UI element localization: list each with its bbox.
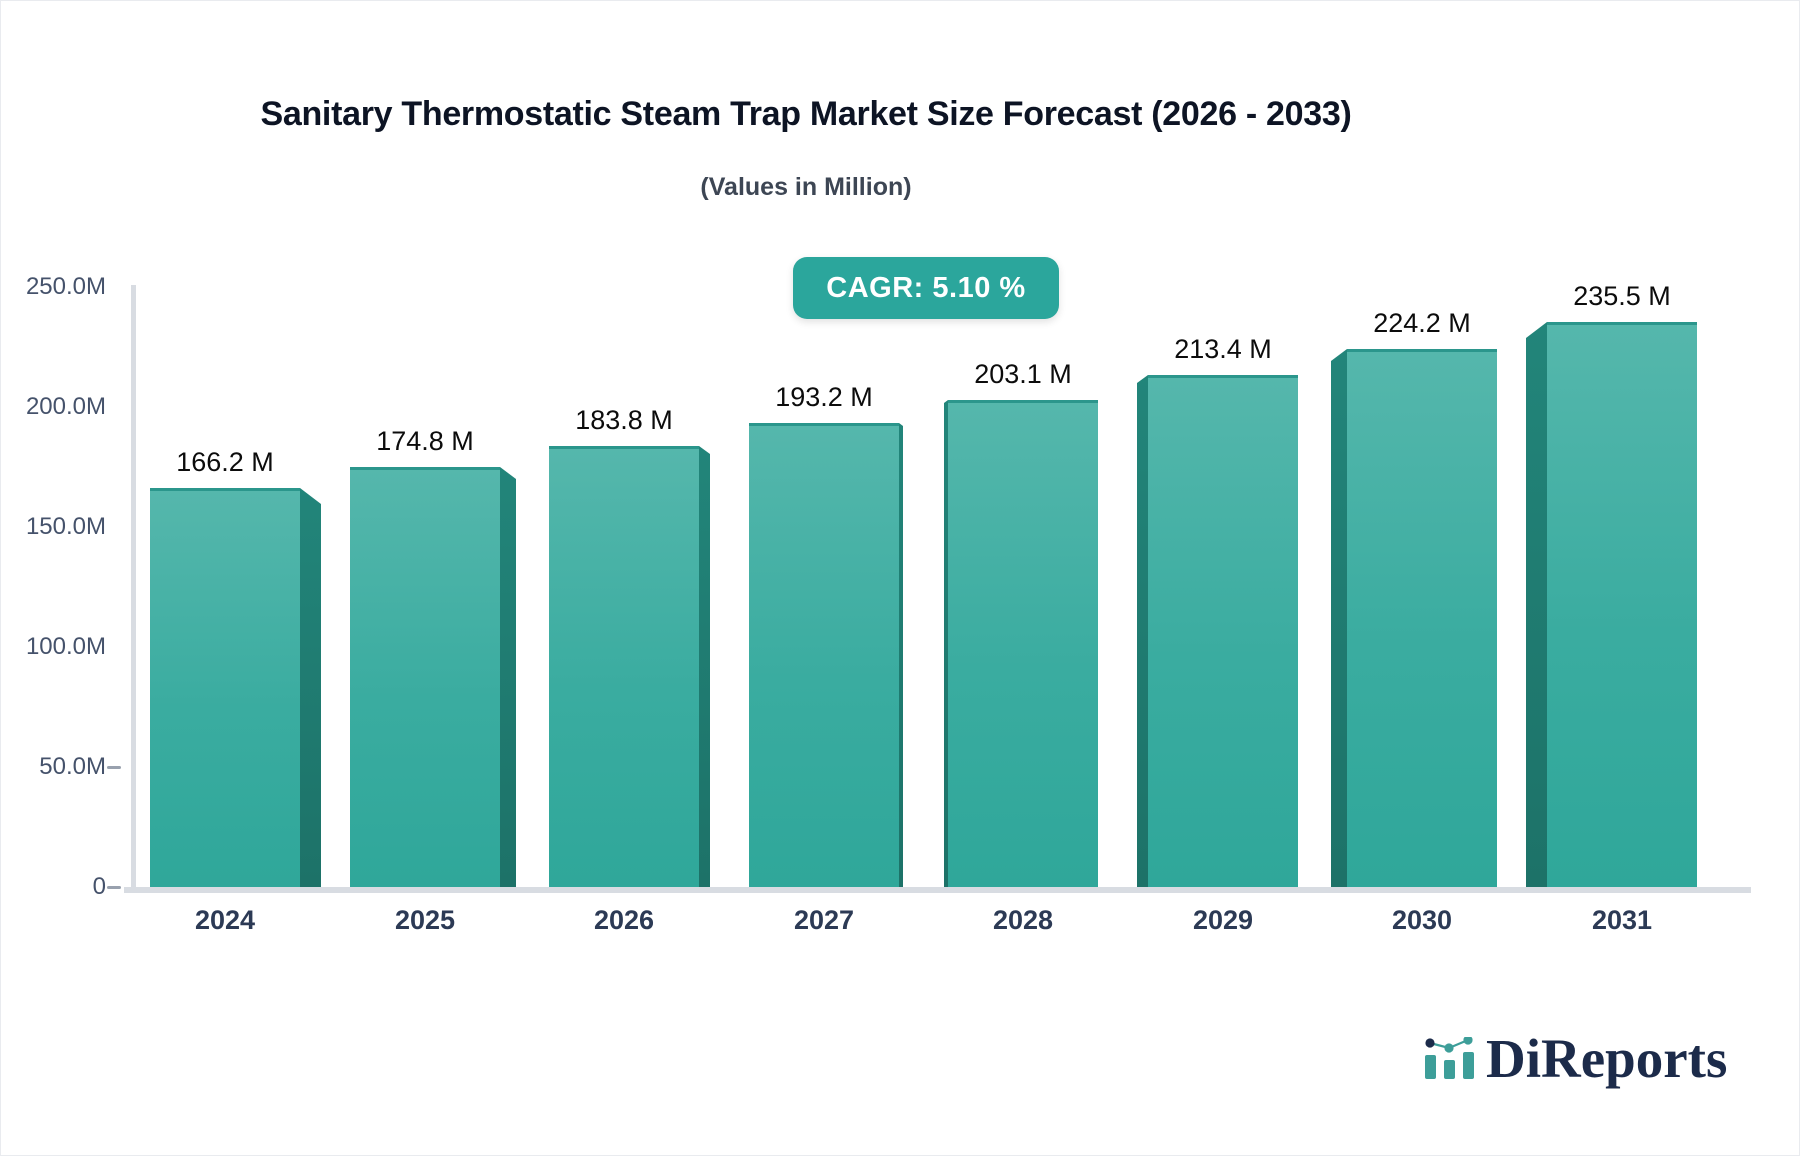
direports-logo: DiReports bbox=[1425, 1028, 1728, 1089]
page-subtitle: (Values in Million) bbox=[700, 173, 912, 201]
bar-side-3d bbox=[1526, 322, 1547, 887]
bar bbox=[1148, 375, 1298, 887]
bar bbox=[948, 400, 1098, 887]
page-title: Sanitary Thermostatic Steam Trap Market … bbox=[260, 95, 1352, 133]
bar-side-3d bbox=[500, 467, 516, 887]
bar-side-3d bbox=[699, 446, 710, 887]
x-axis-label: 2030 bbox=[1391, 905, 1453, 935]
bar-value-label: 213.4 M bbox=[1174, 334, 1272, 364]
y-axis-label: 50.0M bbox=[39, 753, 106, 780]
bar bbox=[350, 467, 500, 887]
direports-logo-icon bbox=[1425, 1037, 1474, 1080]
y-axis-label: 150.0M bbox=[25, 513, 106, 540]
bar-side-3d bbox=[944, 400, 948, 887]
y-axis-label: 100.0M bbox=[25, 633, 106, 660]
x-axis-line bbox=[124, 887, 1751, 893]
y-axis-label: 0 bbox=[92, 873, 106, 900]
y-axis-line bbox=[131, 285, 136, 887]
cagr-badge: CAGR: 5.10 % bbox=[793, 257, 1059, 319]
x-axis-label: 2029 bbox=[1192, 905, 1254, 935]
direports-logo-text: DiReports bbox=[1486, 1028, 1728, 1089]
bar-value-label: 174.8 M bbox=[376, 426, 474, 456]
x-axis-label: 2025 bbox=[394, 905, 456, 935]
y-axis-tick bbox=[107, 886, 121, 889]
y-axis-label: 200.0M bbox=[25, 393, 106, 420]
bar bbox=[549, 446, 699, 887]
bar-value-label: 224.2 M bbox=[1373, 308, 1471, 338]
bar-value-label: 183.8 M bbox=[575, 405, 673, 435]
bar-value-label: 166.2 M bbox=[176, 447, 274, 477]
y-axis-tick bbox=[107, 766, 121, 769]
bar bbox=[150, 488, 300, 887]
x-axis-label: 2028 bbox=[992, 905, 1054, 935]
bar-value-label: 193.2 M bbox=[775, 382, 873, 412]
bar bbox=[1547, 322, 1697, 887]
x-axis-label: 2031 bbox=[1591, 905, 1653, 935]
x-axis-label: 2026 bbox=[593, 905, 655, 935]
bar-side-3d bbox=[1137, 375, 1148, 887]
bar-side-3d bbox=[1331, 349, 1347, 887]
bar bbox=[749, 423, 899, 887]
bar-value-label: 203.1 M bbox=[974, 359, 1072, 389]
bar-side-3d bbox=[300, 488, 321, 887]
y-axis-label: 250.0M bbox=[25, 273, 106, 300]
x-axis-label: 2024 bbox=[194, 905, 256, 935]
bar-side-3d bbox=[899, 423, 903, 887]
bar bbox=[1347, 349, 1497, 887]
bar-value-label: 235.5 M bbox=[1573, 281, 1671, 311]
x-axis-label: 2027 bbox=[793, 905, 855, 935]
